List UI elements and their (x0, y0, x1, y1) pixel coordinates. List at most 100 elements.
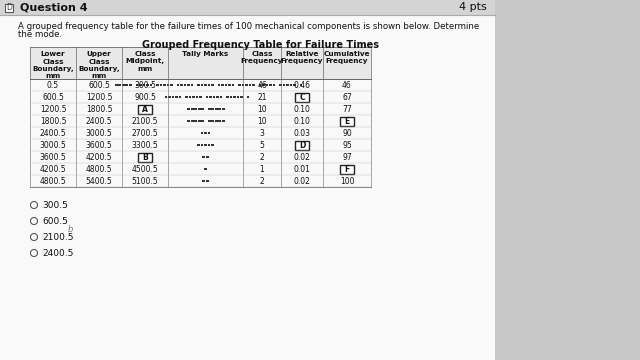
Bar (240, 96, 243, 98)
Bar (202, 156, 205, 158)
Text: Class: Class (134, 51, 156, 57)
Text: Frequency: Frequency (241, 58, 284, 64)
Text: 3: 3 (260, 129, 264, 138)
Bar (191, 120, 193, 122)
Text: 4200.5: 4200.5 (86, 153, 112, 162)
Bar (202, 180, 205, 183)
Bar (150, 84, 152, 86)
Text: 4800.5: 4800.5 (40, 176, 67, 185)
Bar (187, 84, 190, 86)
Bar (125, 84, 128, 86)
Bar (211, 108, 214, 111)
Text: 100: 100 (340, 176, 355, 185)
Text: B: B (142, 153, 148, 162)
Bar (170, 84, 173, 86)
Text: 3600.5: 3600.5 (40, 153, 67, 162)
Text: 1200.5: 1200.5 (86, 93, 112, 102)
Text: Class: Class (252, 51, 273, 57)
Text: Grouped Frequency Table for Failure Times: Grouped Frequency Table for Failure Time… (141, 40, 378, 50)
Bar (246, 96, 250, 98)
Bar (286, 84, 289, 86)
Text: 0.01: 0.01 (294, 165, 310, 174)
Circle shape (31, 234, 38, 240)
Bar (139, 84, 142, 86)
Text: mm: mm (138, 66, 152, 72)
Bar (172, 96, 174, 98)
Bar (220, 96, 222, 98)
Text: Relative: Relative (285, 51, 319, 57)
Bar (207, 144, 211, 147)
Bar (195, 96, 198, 98)
Text: Cumulative: Cumulative (324, 51, 371, 57)
Bar (200, 84, 204, 86)
Bar (259, 84, 261, 86)
Text: 2400.5: 2400.5 (86, 117, 112, 126)
Text: 2400.5: 2400.5 (42, 248, 74, 257)
Bar (340, 117, 354, 126)
Circle shape (31, 249, 38, 256)
Text: b: b (68, 225, 74, 234)
Text: 4200.5: 4200.5 (40, 165, 67, 174)
Text: Frequency: Frequency (281, 58, 323, 64)
Bar (216, 96, 219, 98)
Bar (197, 84, 200, 86)
Bar (115, 84, 118, 86)
Bar (204, 168, 207, 170)
Text: E: E (344, 117, 349, 126)
Text: 2400.5: 2400.5 (40, 129, 67, 138)
Text: 21: 21 (257, 93, 267, 102)
Bar (136, 84, 138, 86)
Text: 4 pts: 4 pts (460, 3, 487, 13)
Bar (201, 108, 204, 111)
Bar (204, 84, 207, 86)
Bar (187, 108, 190, 111)
Bar (200, 144, 204, 147)
Bar (184, 84, 186, 86)
Bar (164, 96, 167, 98)
Bar (143, 84, 145, 86)
Text: A grouped frequency table for the failure times of 100 mechanical components is : A grouped frequency table for the failur… (18, 22, 479, 31)
Text: 1200.5: 1200.5 (40, 104, 67, 113)
Text: Frequency: Frequency (326, 58, 368, 64)
Text: Class: Class (42, 58, 64, 64)
Bar (237, 96, 239, 98)
Bar (212, 96, 215, 98)
Bar (194, 108, 197, 111)
Text: Upper: Upper (86, 51, 111, 57)
Bar (293, 84, 296, 86)
Text: D: D (299, 140, 305, 149)
Text: 5100.5: 5100.5 (132, 176, 158, 185)
Bar (166, 84, 170, 86)
Text: D: D (6, 4, 12, 13)
Bar (118, 84, 122, 86)
Bar (191, 108, 193, 111)
Text: 46: 46 (342, 81, 352, 90)
Bar (205, 96, 208, 98)
Bar (248, 84, 252, 86)
Text: 90: 90 (342, 129, 352, 138)
Bar (228, 84, 231, 86)
Bar (209, 96, 212, 98)
Bar (241, 84, 244, 86)
Text: 0.10: 0.10 (294, 104, 310, 113)
Bar (0, 0, 495, 360)
Bar (218, 120, 221, 122)
Text: 600.5: 600.5 (42, 216, 68, 225)
Bar (138, 104, 152, 113)
Text: Tally Marks: Tally Marks (182, 51, 228, 57)
Bar (214, 108, 218, 111)
Bar (206, 180, 209, 183)
Text: 1: 1 (260, 165, 264, 174)
Text: Boundary,: Boundary, (78, 66, 120, 72)
Bar (201, 120, 204, 122)
Bar (295, 93, 309, 102)
Bar (269, 84, 272, 86)
Text: A: A (142, 104, 148, 113)
Text: 97: 97 (342, 153, 352, 162)
Bar (138, 153, 152, 162)
Bar (189, 96, 191, 98)
Text: 4500.5: 4500.5 (132, 165, 158, 174)
Bar (200, 132, 204, 134)
Bar (282, 84, 285, 86)
Bar (179, 96, 181, 98)
